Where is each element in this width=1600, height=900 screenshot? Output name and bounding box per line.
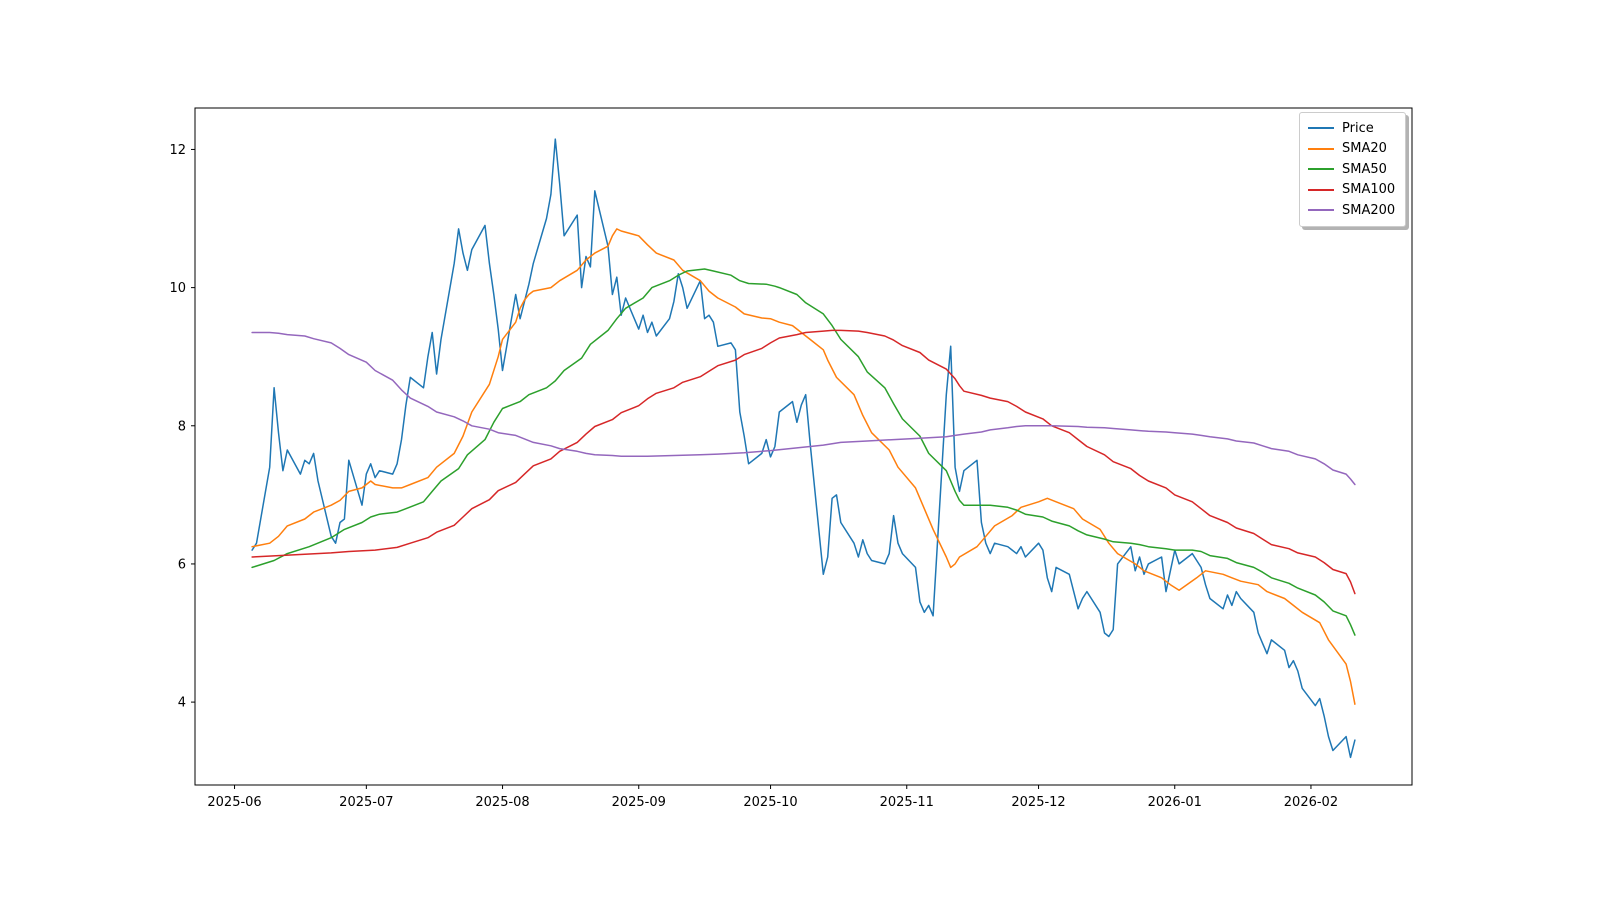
legend-item-sma50: SMA50 (1308, 159, 1395, 180)
legend-label-sma50: SMA50 (1342, 161, 1387, 177)
y-tick-label: 8 (178, 419, 186, 434)
sma200-line (251, 331, 1356, 486)
legend: Price SMA20 SMA50 SMA100 SMA200 (1299, 112, 1407, 227)
legend-label-sma200: SMA200 (1342, 202, 1396, 218)
y-tick-label: 10 (169, 281, 186, 296)
sma20-line (251, 228, 1356, 705)
legend-item-sma200: SMA200 (1308, 200, 1395, 221)
x-tick-label: 2025-10 (743, 795, 797, 810)
legend-item-price: Price (1308, 118, 1395, 139)
legend-item-sma20: SMA20 (1308, 139, 1395, 160)
y-tick-label: 12 (169, 143, 186, 158)
sma50-line-swatch (1308, 168, 1334, 171)
x-tick-label: 2026-02 (1284, 795, 1338, 810)
sma200-line-swatch (1308, 209, 1334, 212)
legend-label-sma100: SMA100 (1342, 182, 1396, 198)
x-tick-label: 2025-07 (339, 795, 393, 810)
x-tick-label: 2025-08 (475, 795, 529, 810)
x-tick-label: 2025-06 (207, 795, 261, 810)
y-tick-label: 6 (178, 557, 186, 572)
legend-label-sma20: SMA20 (1342, 141, 1387, 157)
price-line-swatch (1308, 127, 1334, 130)
x-tick-label: 2025-11 (880, 795, 934, 810)
legend-item-sma100: SMA100 (1308, 180, 1395, 201)
price-line (251, 138, 1356, 759)
sma100-line (251, 329, 1356, 595)
x-tick-label: 2025-12 (1011, 795, 1065, 810)
y-tick-label: 4 (178, 696, 186, 711)
plot-border (194, 107, 1413, 786)
x-tick-label: 2025-09 (612, 795, 666, 810)
sma20-line-swatch (1308, 147, 1334, 150)
sma100-line-swatch (1308, 188, 1334, 191)
legend-label-price: Price (1342, 120, 1374, 136)
x-tick-label: 2026-01 (1148, 795, 1202, 810)
sma50-line (251, 268, 1356, 636)
